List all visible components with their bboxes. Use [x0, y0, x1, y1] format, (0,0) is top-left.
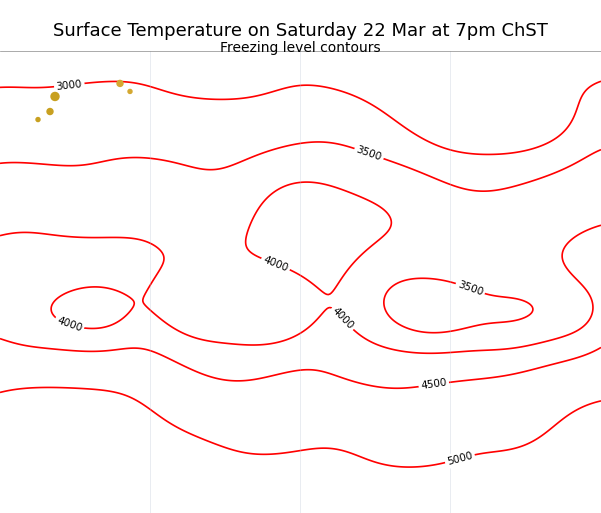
Text: 4000: 4000 — [261, 254, 290, 273]
Circle shape — [36, 117, 40, 122]
Circle shape — [51, 92, 59, 101]
Circle shape — [128, 89, 132, 93]
Text: Surface Temperature on Saturday 22 Mar at 7pm ChST: Surface Temperature on Saturday 22 Mar a… — [53, 22, 548, 40]
Text: 4000: 4000 — [55, 315, 84, 334]
Text: Freezing level contours: Freezing level contours — [220, 41, 381, 55]
Text: 3500: 3500 — [456, 280, 484, 298]
Circle shape — [47, 109, 53, 114]
Text: 3500: 3500 — [355, 145, 383, 163]
Text: 5000: 5000 — [446, 450, 474, 467]
Circle shape — [117, 81, 123, 86]
Text: 3000: 3000 — [56, 78, 83, 91]
Text: 4500: 4500 — [420, 378, 448, 391]
Text: 4000: 4000 — [330, 306, 355, 331]
